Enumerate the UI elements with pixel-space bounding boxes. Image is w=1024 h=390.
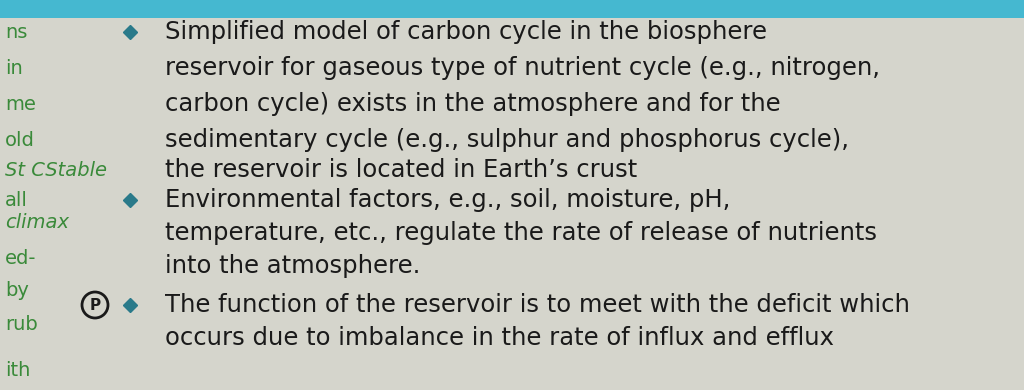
Text: old: old [5, 131, 35, 149]
Text: occurs due to imbalance in the rate of influx and efflux: occurs due to imbalance in the rate of i… [165, 326, 834, 350]
Text: ed-: ed- [5, 248, 37, 268]
Text: St CStable: St CStable [5, 161, 106, 179]
Text: rub: rub [5, 316, 38, 335]
Text: in: in [5, 58, 23, 78]
Text: climax: climax [5, 213, 69, 232]
Text: me: me [5, 94, 36, 113]
Text: Environmental factors, e.g., soil, moisture, pH,: Environmental factors, e.g., soil, moist… [165, 188, 730, 212]
Text: temperature, etc., regulate the rate of release of nutrients: temperature, etc., regulate the rate of … [165, 221, 877, 245]
Text: Simplified model of carbon cycle in the biosphere: Simplified model of carbon cycle in the … [165, 20, 767, 44]
Text: all: all [5, 190, 28, 209]
FancyBboxPatch shape [0, 0, 1024, 18]
Text: into the atmosphere.: into the atmosphere. [165, 254, 421, 278]
Text: the reservoir is located in Earth’s crust: the reservoir is located in Earth’s crus… [165, 158, 637, 182]
Text: The function of the reservoir is to meet with the deficit which: The function of the reservoir is to meet… [165, 293, 910, 317]
Text: ith: ith [5, 360, 31, 379]
Text: carbon cycle) exists in the atmosphere and for the: carbon cycle) exists in the atmosphere a… [165, 92, 780, 116]
Text: by: by [5, 280, 29, 300]
Text: sedimentary cycle (e.g., sulphur and phosphorus cycle),: sedimentary cycle (e.g., sulphur and pho… [165, 128, 849, 152]
Text: P: P [89, 298, 100, 312]
Text: ns: ns [5, 23, 28, 41]
Text: reservoir for gaseous type of nutrient cycle (e.g., nitrogen,: reservoir for gaseous type of nutrient c… [165, 56, 880, 80]
